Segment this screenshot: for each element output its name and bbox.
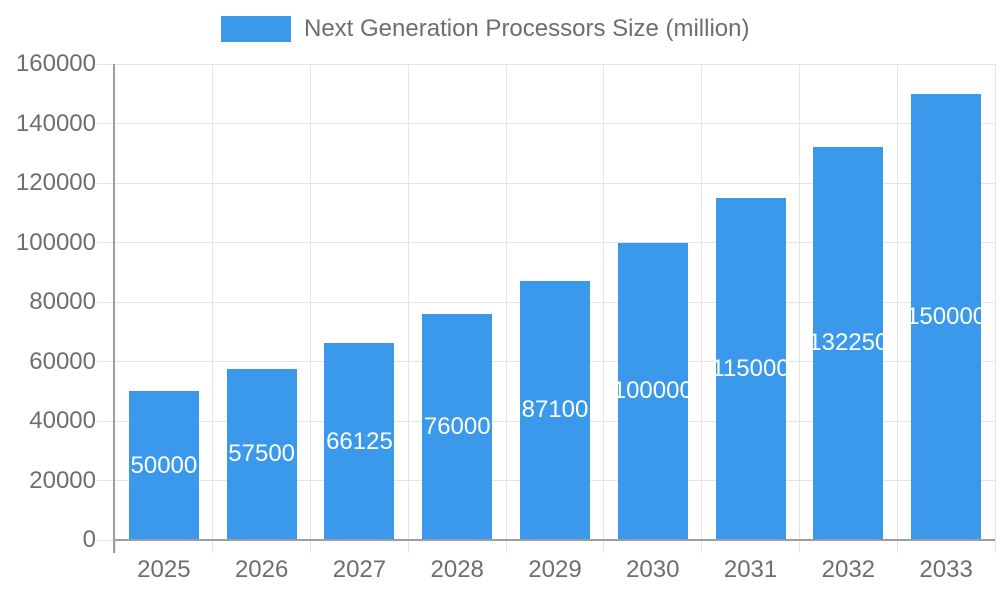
gridline-horizontal (115, 123, 995, 124)
bar-value-label: 50000 (130, 451, 198, 479)
x-tick-label: 2030 (626, 556, 680, 583)
bar: 150000 (906, 93, 986, 540)
bar-value-label: 87100 (521, 396, 589, 424)
y-tick-label: 0 (82, 526, 96, 553)
bar-value-label: 66125 (326, 427, 393, 455)
x-axis-tick (310, 540, 312, 553)
gridline-vertical (310, 64, 312, 540)
bar: 50000 (128, 391, 199, 540)
x-axis-tick (603, 540, 605, 553)
bar: 87100 (520, 280, 590, 540)
y-axis-tick (97, 242, 115, 243)
y-axis-line (113, 64, 115, 553)
legend: Next Generation Processors Size (million… (221, 16, 750, 42)
x-axis-tick (212, 540, 214, 553)
gridline-vertical (896, 64, 898, 540)
y-axis-tick (97, 361, 115, 362)
bar: 66125 (324, 343, 395, 540)
x-axis-line (113, 539, 995, 541)
x-axis-tick (798, 540, 800, 553)
gridline-horizontal (115, 182, 995, 184)
y-tick-label: 20000 (29, 466, 96, 494)
legend-swatch (221, 16, 291, 42)
y-tick-label: 100000 (15, 228, 96, 256)
x-tick-label: 2031 (723, 556, 778, 583)
x-tick-label: 2032 (821, 556, 876, 583)
bar-value-label: 57500 (228, 440, 296, 468)
bar: 76000 (422, 313, 493, 540)
x-tick-label: 2026 (234, 556, 289, 583)
y-axis-tick (97, 182, 115, 184)
x-tick-label: 2029 (528, 556, 582, 583)
bar: 57500 (226, 368, 297, 540)
bar-value-label: 115000 (711, 354, 790, 382)
y-axis-tick (97, 539, 115, 541)
x-axis-tick (505, 540, 507, 553)
y-axis-tick (97, 420, 115, 422)
gridline-vertical (407, 64, 409, 540)
bar-value-label: 76000 (423, 412, 491, 440)
x-tick-label: 2033 (919, 556, 973, 583)
y-axis-tick (97, 123, 115, 124)
gridline-vertical (603, 64, 605, 540)
bar: 115000 (711, 197, 790, 540)
y-axis-tick (97, 480, 115, 481)
x-axis-tick (701, 540, 703, 553)
gridline-vertical (505, 64, 507, 540)
x-axis-tick (896, 540, 898, 553)
y-tick-label: 80000 (29, 288, 96, 315)
gridline-horizontal (115, 63, 995, 65)
gridline-vertical (798, 64, 800, 540)
gridline-horizontal (115, 242, 995, 243)
y-axis-tick (97, 63, 115, 65)
bar-value-label: 150000 (906, 302, 987, 330)
x-tick-label: 2028 (430, 556, 484, 583)
bar-value-label: 132250 (808, 329, 889, 357)
x-axis-tick (407, 540, 409, 553)
legend-label: Next Generation Processors Size (million… (304, 15, 750, 42)
y-tick-label: 60000 (29, 347, 96, 375)
y-tick-label: 140000 (15, 109, 96, 137)
y-tick-label: 120000 (15, 169, 96, 196)
x-axis-tick (994, 540, 996, 553)
gridline-vertical (212, 64, 214, 540)
y-axis-tick (97, 301, 115, 303)
y-tick-label: 40000 (29, 407, 96, 434)
bar: 100000 (613, 242, 693, 540)
x-tick-label: 2027 (332, 556, 387, 583)
bar: 132250 (808, 146, 888, 540)
y-tick-label: 160000 (15, 50, 96, 77)
bar-value-label: 100000 (612, 377, 693, 405)
gridline-vertical (994, 64, 996, 540)
x-axis-tick (114, 540, 116, 553)
x-tick-label: 2025 (137, 556, 191, 583)
gridline-vertical (701, 64, 703, 540)
